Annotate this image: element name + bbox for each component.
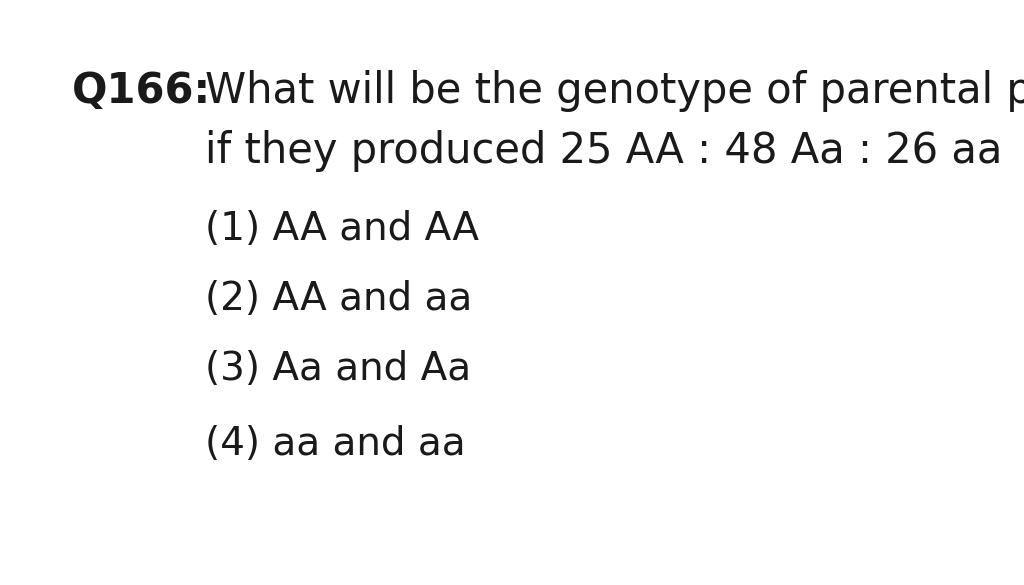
Text: (2) AA and aa: (2) AA and aa [205,280,472,318]
Text: (1) AA and AA: (1) AA and AA [205,210,479,248]
Text: (3) Aa and Aa: (3) Aa and Aa [205,350,471,388]
Text: if they produced 25 AA : 48 Aa : 26 aa: if they produced 25 AA : 48 Aa : 26 aa [205,130,1002,172]
Text: What will be the genotype of parental plants: What will be the genotype of parental pl… [205,70,1024,112]
Text: (4) aa and aa: (4) aa and aa [205,425,466,463]
Text: Q166:: Q166: [72,70,211,112]
